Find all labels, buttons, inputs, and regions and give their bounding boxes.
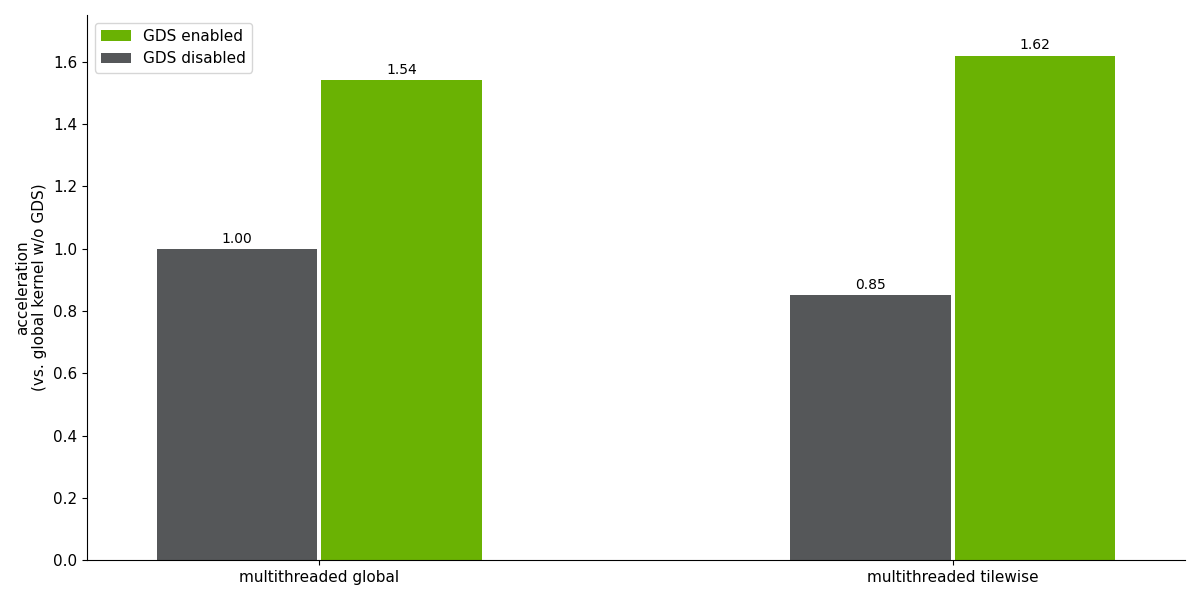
Text: 1.62: 1.62 bbox=[1020, 38, 1050, 52]
Bar bbox=[157, 248, 317, 560]
Bar bbox=[322, 80, 482, 560]
Text: 1.00: 1.00 bbox=[222, 232, 252, 245]
Bar bbox=[790, 295, 950, 560]
Text: 0.85: 0.85 bbox=[854, 278, 886, 292]
Legend: GDS enabled, GDS disabled: GDS enabled, GDS disabled bbox=[95, 23, 252, 73]
Bar bbox=[955, 56, 1115, 560]
Text: 1.54: 1.54 bbox=[386, 64, 416, 77]
Y-axis label: acceleration
(vs. global kernel w/o GDS): acceleration (vs. global kernel w/o GDS) bbox=[14, 184, 48, 391]
